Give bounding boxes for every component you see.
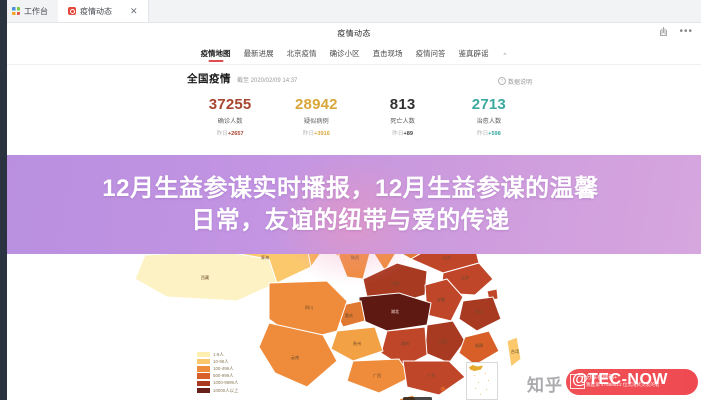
map-tooltip: 地区：北京 确诊：326 死亡：3 (403, 397, 432, 400)
legend-item: 100-499人 (197, 365, 238, 372)
panel-header: 全国疫情 截至 2020/02/09 14:37 ? 数据说明 (187, 64, 532, 86)
legend-label: 1-9人 (213, 351, 224, 357)
overlay-line-2: 日常，友谊的纽带与爱的传递 (191, 206, 510, 234)
window-tab-label: 疫情动态 (80, 6, 112, 16)
window-tab-epidemic[interactable]: 疫情动态 ✕ (58, 0, 149, 22)
tab-qa[interactable]: 疫情问答 (415, 48, 446, 58)
svg-text:浙江: 浙江 (475, 308, 483, 314)
header-actions: ••• (659, 27, 693, 37)
stat-value: 37255 (208, 96, 252, 113)
badge-line-1: 分享在成都+ (586, 375, 618, 381)
south-china-sea-inset (466, 362, 498, 400)
title-overlay: 12月生益参谋实时播报，12月生益参谋的温馨 日常，友谊的纽带与爱的传递 (0, 155, 701, 254)
tab-confirmed-communities[interactable]: 确诊小区 (329, 48, 360, 58)
tab-rumor-check[interactable]: 鉴真辟谣 (458, 48, 489, 58)
legend-swatch (197, 373, 210, 379)
grid-icon (12, 7, 20, 15)
stat-value: 28942 (295, 96, 338, 113)
stat-label: 死亡人数 (390, 118, 415, 126)
stat-delta: 昨日+2657 (216, 131, 244, 138)
legend-swatch (197, 351, 210, 358)
close-icon[interactable]: ✕ (130, 5, 138, 16)
stat-value: 2713 (471, 96, 506, 113)
panel-updated-time: 截至 2020/02/09 14:37 (237, 78, 298, 84)
svg-text:安徽: 安徽 (437, 296, 445, 302)
window-tabbar: 工作台 疫情动态 ✕ (0, 0, 701, 23)
tab-epidemic-map[interactable]: 疫情地图 (201, 48, 231, 62)
stat-deaths: 813 死亡人数 昨日+89 (360, 96, 446, 137)
data-note-link[interactable]: ? 数据说明 (497, 77, 532, 86)
stat-value: 813 (389, 96, 416, 113)
chevron-up-icon[interactable]: ⌄ (501, 50, 508, 58)
svg-text:江西: 江西 (439, 338, 447, 344)
legend-swatch (197, 359, 210, 365)
section-nav: 疫情地图 最新进展 北京疫情 确诊小区 直击现场 疫情问答 鉴真辟谣 ⌄ (7, 45, 701, 65)
legend-label: 10000人以上 (213, 387, 239, 393)
stat-suspected: 28942 疑似病例 昨日+3916 (273, 96, 359, 137)
svg-text:湖南: 湖南 (401, 340, 409, 346)
svg-text:福建: 福建 (475, 342, 483, 348)
stat-delta: 昨日+3916 (302, 131, 330, 138)
inset-landmass (469, 365, 483, 371)
legend-swatch (197, 380, 210, 387)
svg-text:广东: 广东 (427, 372, 435, 378)
stat-label: 确诊人数 (217, 118, 243, 126)
more-dots-icon[interactable]: ••• (679, 26, 693, 37)
svg-text:重庆: 重庆 (345, 312, 353, 318)
panel-title: 全国疫情 (187, 73, 231, 85)
svg-text:江苏: 江苏 (461, 274, 469, 280)
svg-text:山东: 山东 (443, 254, 451, 260)
svg-text:西藏: 西藏 (201, 274, 209, 280)
stat-label: 治愈人数 (476, 118, 502, 126)
stat-confirmed: 37255 确诊人数 昨日+2657 (187, 96, 273, 137)
window-tab-workbench[interactable]: 工作台 (0, 0, 58, 22)
stat-delta: 昨日+89 (392, 131, 413, 138)
map-legend: 1-9人 10-99人 100-499人 500-999人 1000-9999人… (197, 351, 238, 394)
legend-item: 1-9人 (197, 351, 238, 358)
handle-label: @TEC-NOW (572, 371, 669, 388)
tab-beijing[interactable]: 北京疫情 (286, 48, 317, 58)
promo-badge: @TEC-NOW 分享在成都+ 我是第 47588512 位沉浸式交友的者 (566, 369, 698, 395)
legend-label: 1000-9999人 (213, 380, 239, 386)
svg-text:湖北: 湖北 (391, 308, 399, 314)
badge-line-2: 我是第 47588512 位沉浸式交友的者 (586, 382, 660, 387)
tab-live-scene[interactable]: 直击现场 (372, 48, 403, 58)
tab-latest-progress[interactable]: 最新进展 (243, 48, 274, 58)
data-note-label: 数据说明 (507, 79, 532, 86)
stat-delta: 昨日+598 (476, 131, 501, 138)
legend-swatch (197, 366, 210, 372)
question-icon: ? (497, 77, 506, 85)
legend-label: 500-999人 (213, 373, 234, 379)
stat-label: 疑似病例 (304, 118, 329, 126)
overlay-line-1: 12月生益参谋实时播报，12月生益参谋的温馨 (102, 174, 599, 202)
legend-label: 100-499人 (213, 365, 234, 371)
svg-text:贵州: 贵州 (353, 340, 361, 346)
legend-swatch (197, 387, 210, 394)
legend-item: 1000-9999人 (197, 380, 238, 387)
share-icon[interactable] (659, 27, 669, 37)
left-edge-strip (0, 0, 7, 400)
svg-text:四川: 四川 (305, 305, 313, 310)
page-title: 疫情动态 (337, 29, 371, 38)
svg-text:广西: 广西 (373, 372, 381, 378)
stats-row: 37255 确诊人数 昨日+2657 28942 疑似病例 昨日+3916 81… (187, 96, 532, 137)
legend-item: 10-99人 (197, 358, 238, 365)
stat-recovered: 2713 治愈人数 昨日+598 (446, 96, 532, 137)
legend-label: 10-99人 (213, 358, 229, 364)
window-tab-label: 工作台 (24, 6, 48, 16)
qr-icon (570, 374, 585, 389)
svg-text:云南: 云南 (291, 354, 299, 360)
national-stats-panel: 全国疫情 截至 2020/02/09 14:37 ? 数据说明 37255 确诊… (7, 64, 701, 155)
zhihu-watermark: 知乎 (527, 376, 563, 395)
miniprogram-header: 疫情动态 ••• (7, 22, 701, 46)
app-icon (68, 7, 76, 15)
svg-text:台湾: 台湾 (511, 348, 519, 354)
legend-item: 500-999人 (197, 373, 238, 380)
legend-item: 10000人以上 (197, 387, 238, 394)
